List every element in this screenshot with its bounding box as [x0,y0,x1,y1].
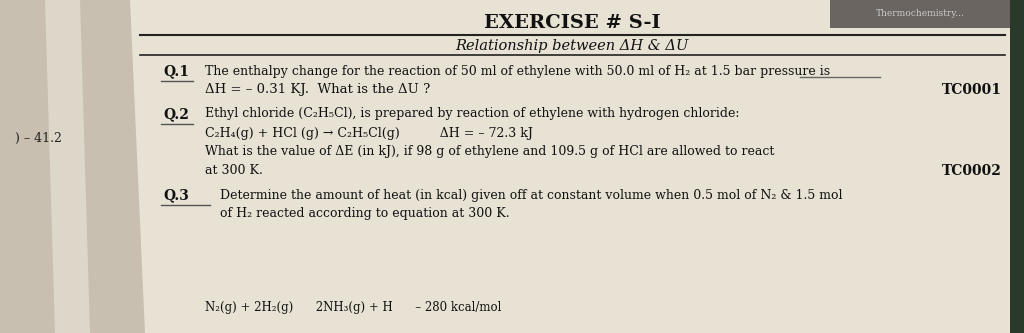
Text: TC0002: TC0002 [942,164,1002,178]
Text: EXERCISE # S-I: EXERCISE # S-I [483,14,660,32]
Text: ) – 41.2: ) – 41.2 [15,132,61,145]
Polygon shape [0,0,145,333]
Text: Q.1: Q.1 [163,64,189,78]
Text: Ethyl chloride (C₂H₅Cl), is prepared by reaction of ethylene with hydrogen chlor: Ethyl chloride (C₂H₅Cl), is prepared by … [205,108,739,121]
Bar [830,0,1010,28]
Text: of H₂ reacted according to equation at 300 K.: of H₂ reacted according to equation at 3… [220,207,510,220]
Text: The enthalpy change for the reaction of 50 ml of ethylene with 50.0 ml of H₂ at : The enthalpy change for the reaction of … [205,65,830,78]
Text: What is the value of ΔE (in kJ), if 98 g of ethylene and 109.5 g of HCl are allo: What is the value of ΔE (in kJ), if 98 g… [205,146,774,159]
Text: Q.3: Q.3 [163,188,188,202]
Text: at 300 K.: at 300 K. [205,165,263,177]
Polygon shape [45,0,90,333]
Text: Relationship between ΔH & ΔU: Relationship between ΔH & ΔU [456,39,689,53]
Text: TC0001: TC0001 [942,83,1002,97]
Text: Determine the amount of heat (in kcal) given off at constant volume when 0.5 mol: Determine the amount of heat (in kcal) g… [220,188,843,201]
Text: Thermochemistry...: Thermochemistry... [876,10,965,19]
Text: ΔH = – 0.31 KJ.  What is the ΔU ?: ΔH = – 0.31 KJ. What is the ΔU ? [205,84,430,97]
Polygon shape [130,0,1010,333]
Text: N₂(g) + 2H₂(g)      2NH₃(g) + H      – 280 kcal/mol: N₂(g) + 2H₂(g) 2NH₃(g) + H – 280 kcal/mo… [205,301,502,314]
Text: Q.2: Q.2 [163,107,188,121]
Text: C₂H₄(g) + HCl (g) → C₂H₅Cl(g)          ΔH = – 72.3 kJ: C₂H₄(g) + HCl (g) → C₂H₅Cl(g) ΔH = – 72.… [205,127,532,140]
